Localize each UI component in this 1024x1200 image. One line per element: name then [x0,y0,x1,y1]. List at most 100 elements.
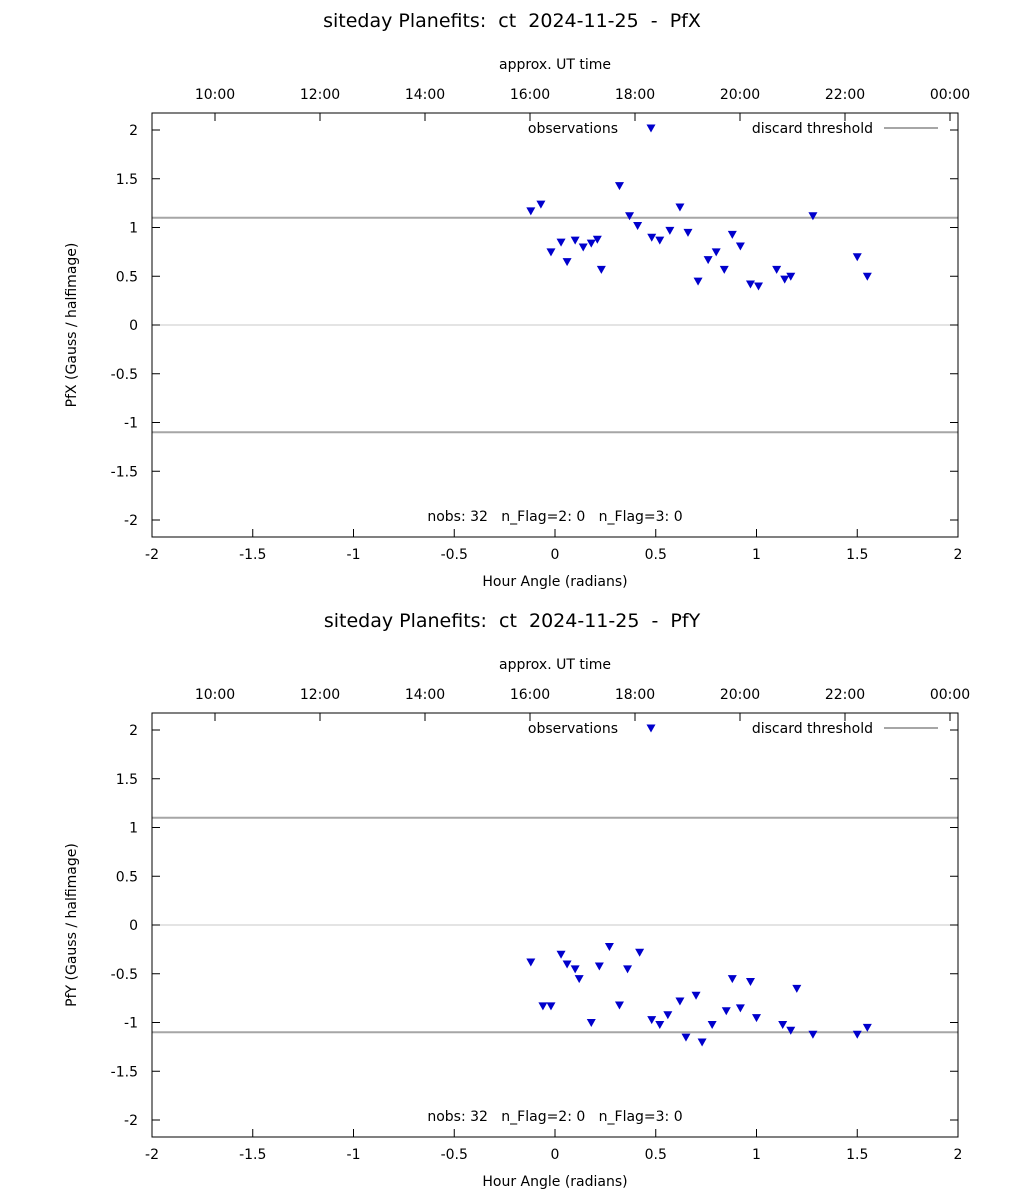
x-tick-label: 1 [752,547,761,563]
ut-tick-label: 20:00 [720,687,760,703]
observation-marker-icon [691,991,701,1000]
ut-tick-label: 00:00 [930,87,970,103]
observation-marker-icon [546,1002,556,1011]
observation-marker-icon [675,203,685,212]
pfx-chart: siteday Planefits: ct 2024-11-25 - PfX a… [64,10,971,590]
observation-marker-icon [570,236,580,245]
y-tick-label: -2 [124,513,138,529]
legend-threshold-label: discard threshold [752,721,873,737]
observation-marker-icon [735,242,745,251]
x-tick-label: 1.5 [846,1147,868,1163]
observation-marker-icon [727,230,737,239]
observation-marker-icon [786,272,796,281]
observation-marker-icon [655,236,665,245]
x-tick-label: -0.5 [441,1147,468,1163]
x-tick-label: 0 [551,547,560,563]
observation-marker-icon [752,1014,761,1023]
y-tick-label: 2 [129,723,138,739]
observation-marker-icon [721,1007,731,1016]
ut-tick-label: 14:00 [405,87,445,103]
x-tick-label: -2 [145,1147,159,1163]
ut-tick-label: 12:00 [300,687,340,703]
y-tick-label: 0 [129,918,138,934]
observation-marker-icon [574,975,584,984]
observation-marker-icon [526,958,536,967]
observation-marker-icon [745,280,755,289]
x-tick-label: -1 [347,547,361,563]
y-tick-label: -1.5 [111,464,138,480]
observation-marker-icon [675,997,685,1006]
x-tick-label: -1.5 [239,1147,266,1163]
ut-tick-label: 22:00 [825,687,865,703]
observation-marker-icon [578,243,588,252]
y-tick-label: 0.5 [116,869,138,885]
pfx-x-axis-title: Hour Angle (radians) [482,574,628,590]
observation-marker-icon [852,1030,862,1039]
nobs-annotation: nobs: 32 n_Flag=2: 0 n_Flag=3: 0 [427,1109,682,1125]
observation-marker-icon [808,1030,818,1039]
observation-marker-icon [646,724,656,733]
pfx-plot-area: 2 1.5 1 0.5 0 -0.5 -1 -1.5 -2 -2 -1.5 -1 -0.5 0 0.5 1 1.… [111,87,971,563]
ut-tick-label: 16:00 [510,87,550,103]
observation-marker-icon [786,1026,796,1035]
y-tick-label: 1 [129,821,138,837]
legend-observations-label: observations [528,721,618,737]
observation-marker-icon [586,1019,596,1027]
data-points [526,182,872,291]
y-tick-label: -1.5 [111,1064,138,1080]
observation-marker-icon [596,265,606,274]
y-tick-label: 1.5 [116,172,138,188]
observation-marker-icon [647,1016,657,1025]
observation-marker-icon [623,965,633,974]
observation-marker-icon [735,1004,745,1013]
observation-marker-icon [703,256,713,265]
x-tick-label: 0 [551,1147,560,1163]
legend-threshold-label: discard threshold [752,121,873,137]
observation-marker-icon [693,277,703,286]
ut-tick-label: 18:00 [615,687,655,703]
data-points [526,942,872,1047]
observation-marker-icon [862,272,872,281]
x-tick-label: -0.5 [441,547,468,563]
y-tick-label: 1.5 [116,772,138,788]
y-tick-label: 1 [129,221,138,237]
pfy-chart-title: siteday Planefits: ct 2024-11-25 - PfY [323,610,701,632]
nobs-annotation: nobs: 32 n_Flag=2: 0 n_Flag=3: 0 [427,509,682,525]
observation-marker-icon [646,124,656,133]
observation-marker-icon [526,207,536,216]
legend-observations-label: observations [528,121,618,137]
observation-marker-icon [546,248,556,257]
ut-tick-label: 16:00 [510,687,550,703]
observation-marker-icon [663,1011,673,1020]
pfy-plot-area: 2 1.5 1 0.5 0 -0.5 -1 -1.5 -2 -2 -1.5 -1 -0.5 0 0.5 1 1.… [111,687,971,1163]
observation-marker-icon [778,1020,788,1029]
x-tick-label: 1 [752,1147,761,1163]
ut-tick-label: 14:00 [405,687,445,703]
observation-marker-icon [655,1020,665,1029]
observation-marker-icon [862,1023,872,1032]
y-tick-label: -2 [124,1113,138,1129]
observation-marker-icon [635,948,645,957]
observation-marker-icon [586,239,596,248]
observation-marker-icon [727,975,737,984]
ut-tick-label: 10:00 [195,687,235,703]
observation-marker-icon [562,960,572,969]
observation-marker-icon [711,248,721,257]
ut-tick-label: 10:00 [195,87,235,103]
observation-marker-icon [683,228,693,237]
pfy-chart: siteday Planefits: ct 2024-11-25 - PfY a… [0,600,1024,1200]
ut-tick-label: 20:00 [720,87,760,103]
observation-marker-icon [697,1038,707,1047]
observation-marker-icon [745,978,755,987]
x-tick-label: 2 [954,547,963,563]
pfx-top-axis-title: approx. UT time [499,57,611,73]
observation-marker-icon [719,265,729,274]
y-tick-label: 0 [129,318,138,334]
ut-tick-label: 12:00 [300,87,340,103]
observation-marker-icon [625,212,635,221]
observation-marker-icon [592,235,602,244]
observation-marker-icon [707,1020,717,1029]
x-tick-label: 0.5 [645,547,667,563]
observation-marker-icon [647,233,657,242]
